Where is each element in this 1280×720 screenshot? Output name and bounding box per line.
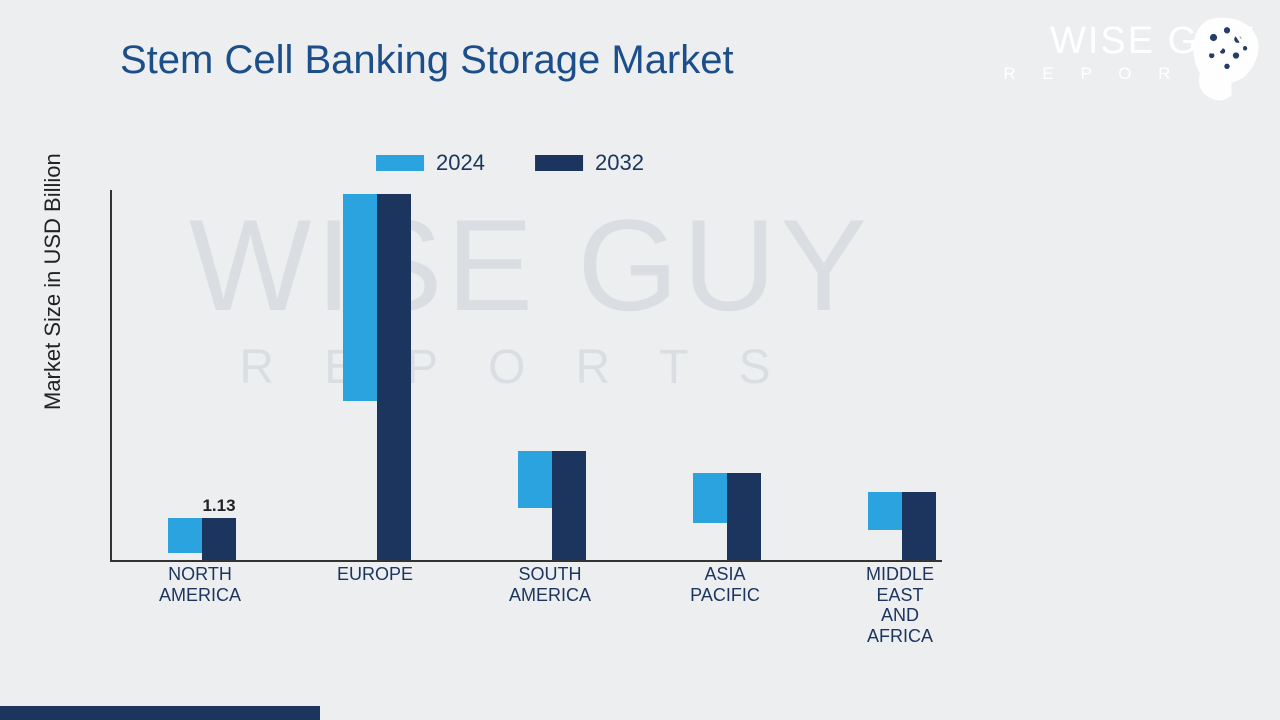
y-axis-label: Market Size in USD Billion (40, 153, 66, 410)
x-axis-label: NORTHAMERICA (130, 564, 270, 605)
bar (377, 194, 411, 560)
infographic-stage: WISE GUY R E P O R T S WISE GUY REPORTS … (0, 0, 1280, 720)
bar (343, 194, 377, 401)
bar-group (482, 451, 622, 560)
x-axis-label: SOUTHAMERICA (480, 564, 620, 605)
legend: 2024 2032 (376, 150, 644, 176)
chart-title: Stem Cell Banking Storage Market (120, 38, 734, 83)
x-axis-label: MIDDLEEASTANDAFRICA (830, 564, 970, 647)
chart: 2024 2032 Market Size in USD Billion 1.1… (60, 150, 960, 670)
bar-group (832, 492, 972, 560)
bar (168, 518, 202, 553)
brand-logo: WISE GUY R E P O R T S (1003, 22, 1256, 84)
legend-item-2024: 2024 (376, 150, 485, 176)
plot-area: 1.13 (110, 190, 942, 562)
bar-group (307, 194, 447, 560)
brand-sub: R E P O R T S (1003, 64, 1256, 84)
legend-swatch-2032 (535, 155, 583, 171)
legend-item-2032: 2032 (535, 150, 644, 176)
bar (727, 473, 761, 560)
x-axis-label: ASIAPACIFIC (655, 564, 795, 605)
legend-label-2024: 2024 (436, 150, 485, 176)
bar-group: 1.13 (132, 518, 272, 560)
bar (518, 451, 552, 508)
bar (552, 451, 586, 560)
bar-group (657, 473, 797, 560)
x-axis-label: EUROPE (305, 564, 445, 585)
bottom-accent-bar (0, 706, 320, 720)
bar (868, 492, 902, 531)
brand-main: WISE GUY (1003, 22, 1256, 60)
bar (693, 473, 727, 523)
legend-label-2032: 2032 (595, 150, 644, 176)
bar-value-label: 1.13 (189, 496, 249, 516)
bar: 1.13 (202, 518, 236, 560)
bar (902, 492, 936, 560)
x-axis-labels: NORTHAMERICA EUROPE SOUTHAMERICA ASIAPACIFI… (110, 564, 940, 664)
legend-swatch-2024 (376, 155, 424, 171)
